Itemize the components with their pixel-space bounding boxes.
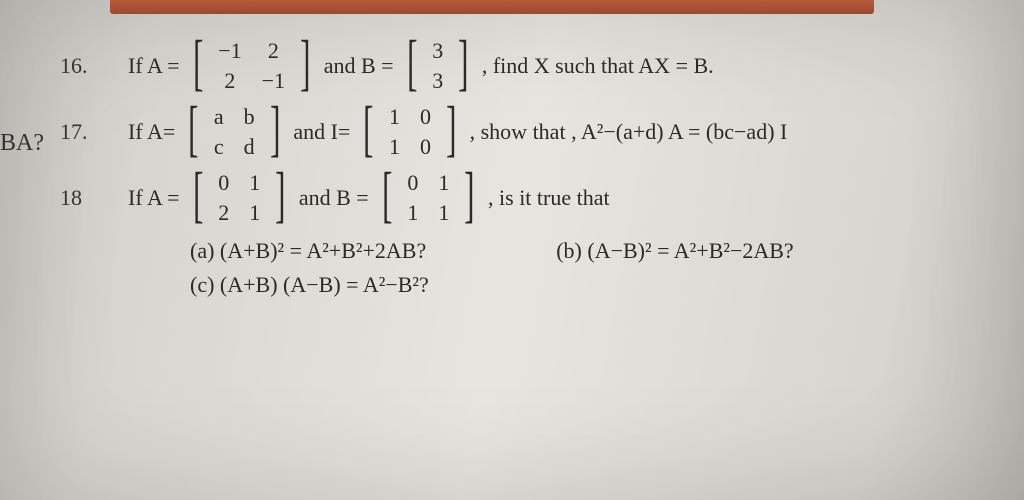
q17-post: , show that , A²−(a+d) A = (bc−ad) I [470, 119, 788, 145]
q16-body: If A = [ −12 2−1 ] and B = [ 3 3 ] , fin… [128, 36, 714, 96]
left-margin-text: BA? [0, 130, 44, 157]
question-17: 17. If A= [ ab cd ] and I= [ 10 10 ] , s… [60, 102, 984, 162]
q18-body: If A = [ 01 21 ] and B = [ 01 11 ] , is … [128, 168, 610, 228]
q18-option-b: (b) (A−B)² = A²+B²−2AB? [556, 238, 793, 264]
q17-matrix-I: [ 10 10 ] [358, 102, 461, 162]
q18-post: , is it true that [488, 185, 610, 211]
q17-mid: and I= [293, 119, 350, 145]
q18-option-a: (a) (A+B)² = A²+B²+2AB? [190, 238, 426, 264]
page-content: 16. If A = [ −12 2−1 ] and B = [ 3 3 ] ,… [0, 0, 1024, 318]
q18-number: 18 [60, 185, 104, 211]
q16-pre: If A = [128, 53, 180, 79]
q17-matrix-A: [ ab cd ] [183, 102, 285, 162]
question-16: 16. If A = [ −12 2−1 ] and B = [ 3 3 ] ,… [60, 36, 984, 96]
question-18: 18 If A = [ 01 21 ] and B = [ 01 11 ] , … [60, 168, 984, 228]
q16-matrix-A: [ −12 2−1 ] [188, 36, 316, 96]
q16-matrix-B: [ 3 3 ] [402, 36, 474, 96]
q18-matrix-A: [ 01 21 ] [188, 168, 291, 228]
q16-post: , find X such that AX = B. [482, 53, 714, 79]
q18-mid: and B = [299, 185, 369, 211]
q17-pre: If A= [128, 119, 175, 145]
q18-pre: If A = [128, 185, 180, 211]
q18-option-c: (c) (A+B) (A−B) = A²−B²? [190, 272, 429, 298]
q16-number: 16. [60, 53, 104, 79]
q18-matrix-B: [ 01 11 ] [377, 168, 480, 228]
q18-options-row2: (c) (A+B) (A−B) = A²−B²? [190, 272, 984, 298]
q17-body: If A= [ ab cd ] and I= [ 10 10 ] , show … [128, 102, 787, 162]
top-red-accent [110, 0, 874, 14]
q18-options-row1: (a) (A+B)² = A²+B²+2AB? (b) (A−B)² = A²+… [190, 238, 984, 264]
q16-mid: and B = [324, 53, 394, 79]
q17-number: 17. [60, 119, 104, 145]
